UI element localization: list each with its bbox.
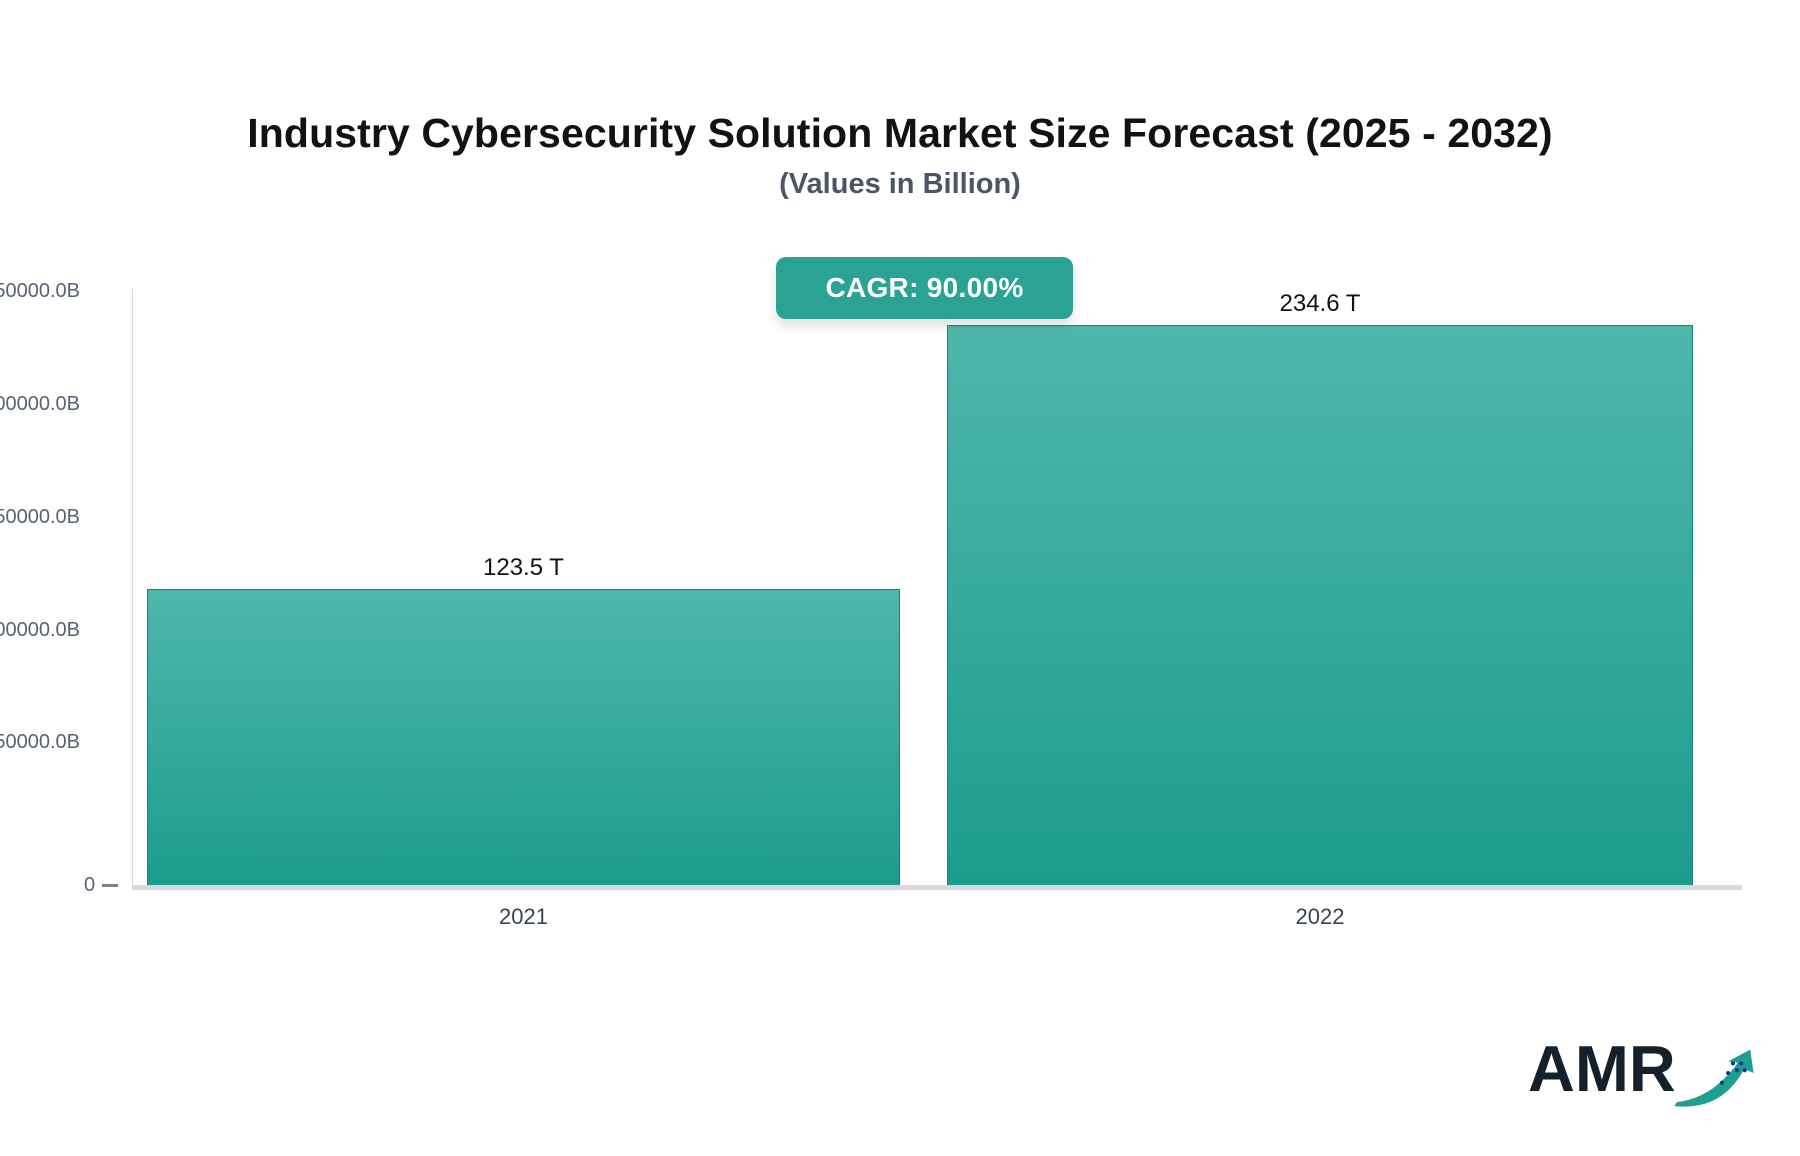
svg-text:AMR: AMR — [1528, 1032, 1676, 1105]
